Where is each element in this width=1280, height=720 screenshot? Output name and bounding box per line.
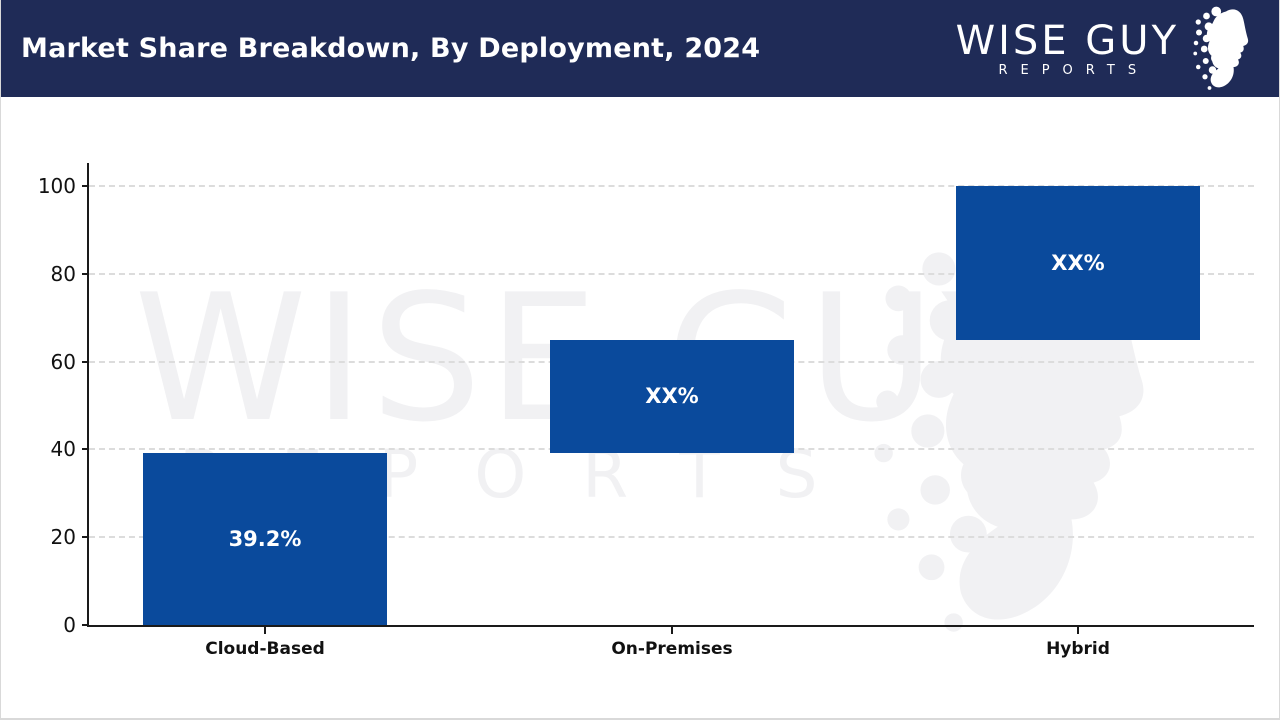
- y-tick-80: [82, 272, 89, 275]
- bar-on-premises: [550, 339, 794, 453]
- bar-hybrid: [956, 186, 1200, 340]
- x-axis-spine: [87, 625, 1254, 627]
- y-tick-label-100: 100: [37, 174, 76, 198]
- bar-value-label: XX%: [1051, 250, 1105, 275]
- x-tick-2: [1077, 627, 1079, 634]
- y-tick-label-20: 20: [50, 525, 76, 550]
- bar-value-label: XX%: [645, 384, 699, 409]
- logo-wordmark: WISE GUY: [955, 17, 1179, 64]
- chart-title: Market Share Breakdown, By Deployment, 2…: [21, 33, 761, 64]
- y-tick-20: [82, 536, 89, 539]
- bar-cloud-based: [143, 452, 387, 625]
- gridline-20: [89, 536, 1254, 539]
- x-tick-1: [671, 627, 673, 634]
- x-category-label: Hybrid: [1046, 639, 1110, 659]
- logo-subtitle: REPORTS: [998, 62, 1150, 78]
- y-tick-label-60: 60: [50, 349, 76, 374]
- header: Market Share Breakdown, By Deployment, 2…: [1, 0, 1279, 97]
- y-tick-0: [82, 624, 89, 626]
- y-tick-label-80: 80: [50, 261, 76, 286]
- gridline-100: [89, 185, 1254, 187]
- bar-value-label: 39.2%: [228, 526, 302, 551]
- logo-text: WISE GUY REPORTS: [956, 20, 1179, 78]
- y-tick-100: [82, 185, 89, 187]
- y-tick-60: [82, 360, 89, 363]
- y-axis-spine: [87, 163, 89, 627]
- y-tick-label-0: 0: [63, 613, 76, 637]
- x-category-label: On-Premises: [611, 639, 733, 659]
- x-category-label: Cloud-Based: [205, 639, 325, 659]
- y-tick-label-40: 40: [50, 437, 76, 462]
- x-tick-0: [264, 627, 266, 634]
- gridline-80: [89, 272, 1254, 275]
- wise-guy-logo: WISE GUY REPORTS: [956, 4, 1255, 94]
- y-tick-40: [82, 448, 89, 451]
